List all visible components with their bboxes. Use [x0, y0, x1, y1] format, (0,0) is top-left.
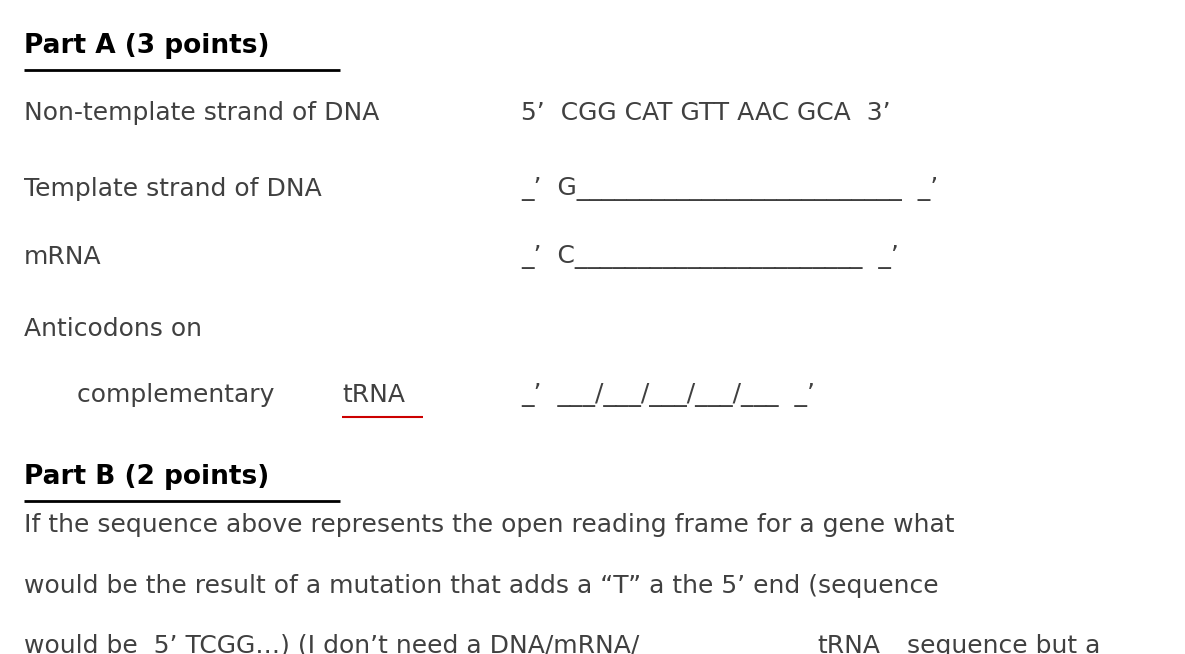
Text: Part A (3 points): Part A (3 points)	[24, 33, 269, 59]
Text: complementary: complementary	[77, 383, 282, 407]
Text: Template strand of DNA: Template strand of DNA	[24, 177, 321, 201]
Text: would be  5’ TCGG…) (I don’t need a DNA/mRNA/: would be 5’ TCGG…) (I don’t need a DNA/m…	[24, 634, 639, 654]
Text: tRNA: tRNA	[342, 383, 405, 407]
Text: sequence but a: sequence but a	[899, 634, 1100, 654]
Text: Part B (2 points): Part B (2 points)	[24, 464, 269, 490]
Text: tRNA: tRNA	[818, 634, 880, 654]
Text: If the sequence above represents the open reading frame for a gene what: If the sequence above represents the ope…	[24, 513, 954, 538]
Text: Non-template strand of DNA: Non-template strand of DNA	[24, 101, 379, 126]
Text: _’  C_______________________  _’: _’ C_______________________ _’	[521, 245, 899, 269]
Text: would be the result of a mutation that adds a “T” a the 5’ end (sequence: would be the result of a mutation that a…	[24, 574, 939, 598]
Text: _’  G__________________________  _’: _’ G__________________________ _’	[521, 177, 939, 201]
Text: mRNA: mRNA	[24, 245, 102, 269]
Text: 5’  CGG CAT GTT AAC GCA  3’: 5’ CGG CAT GTT AAC GCA 3’	[521, 101, 891, 126]
Text: _’  ___/___/___/___/___  _’: _’ ___/___/___/___/___ _’	[521, 383, 815, 407]
Text: Anticodons on: Anticodons on	[24, 317, 201, 341]
